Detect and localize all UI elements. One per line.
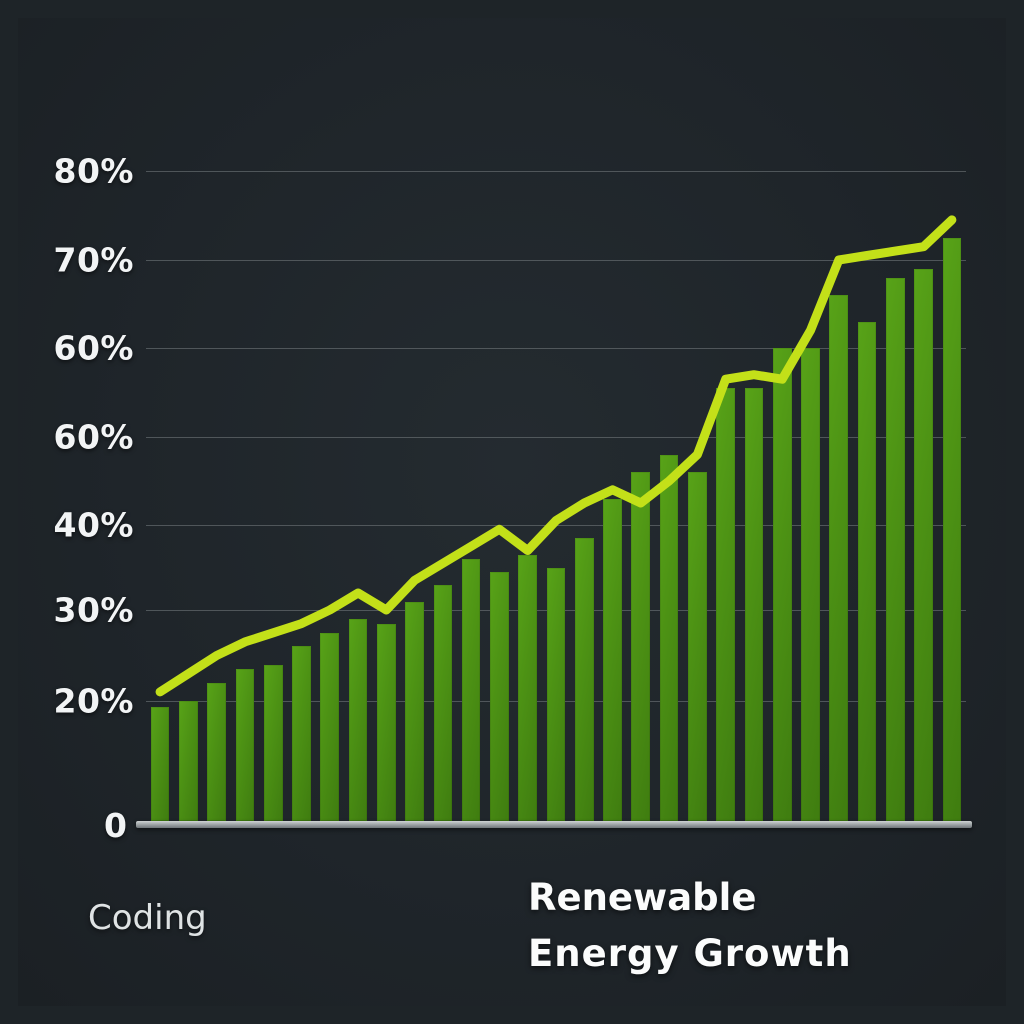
bar xyxy=(716,388,735,821)
bar-series xyxy=(146,148,966,821)
bar xyxy=(631,472,651,821)
bar xyxy=(292,646,311,821)
gridline-80% xyxy=(146,171,966,172)
caption-left: Coding xyxy=(88,898,207,938)
bar xyxy=(405,601,424,821)
bar xyxy=(207,682,226,821)
bar xyxy=(801,348,820,821)
bar xyxy=(377,623,396,821)
caption-right-line-2: Energy Growth xyxy=(528,932,852,976)
y-tick-label: 60% xyxy=(53,328,134,368)
x-axis-baseline xyxy=(136,821,972,828)
y-tick-label: 20% xyxy=(53,681,134,721)
bar xyxy=(518,554,538,821)
bar xyxy=(914,268,933,821)
y-tick-label: 60% xyxy=(53,417,134,457)
bar xyxy=(150,707,170,821)
bar xyxy=(688,472,707,821)
caption-right: Renewable Energy Growth xyxy=(528,870,948,982)
y-tick-label: 80% xyxy=(53,151,134,191)
bar xyxy=(772,348,792,821)
bar xyxy=(829,295,849,821)
caption-right-line-1: Renewable xyxy=(528,876,757,919)
bar xyxy=(263,664,283,821)
gridline-70% xyxy=(146,260,966,261)
bar xyxy=(179,701,198,821)
chart-panel: 80% 70% 60% 60% 40% 30% 20% 0 Coding Renewable… xyxy=(18,18,1006,1006)
bar xyxy=(348,619,368,821)
bar xyxy=(659,454,679,821)
y-tick-label: 70% xyxy=(53,240,134,280)
bar xyxy=(942,237,962,821)
bar xyxy=(490,571,509,821)
trend-line-path xyxy=(155,215,957,697)
y-tick-label: 30% xyxy=(53,590,134,630)
plot-area: 80% 70% 60% 60% 40% 30% 20% xyxy=(54,148,966,828)
bar xyxy=(320,632,340,821)
gridline-60% xyxy=(146,437,966,438)
bar xyxy=(574,537,594,821)
y-axis-zero-label: 0 xyxy=(104,806,127,845)
y-tick-label: 40% xyxy=(53,505,134,545)
bar xyxy=(546,567,566,821)
gridline-60% xyxy=(146,348,966,349)
bar xyxy=(744,388,764,821)
bar xyxy=(235,669,255,821)
trend-line-series xyxy=(155,215,957,697)
bar xyxy=(857,321,877,821)
bar xyxy=(603,498,622,821)
bar xyxy=(433,584,453,821)
bar xyxy=(885,277,905,821)
bar xyxy=(461,559,481,821)
